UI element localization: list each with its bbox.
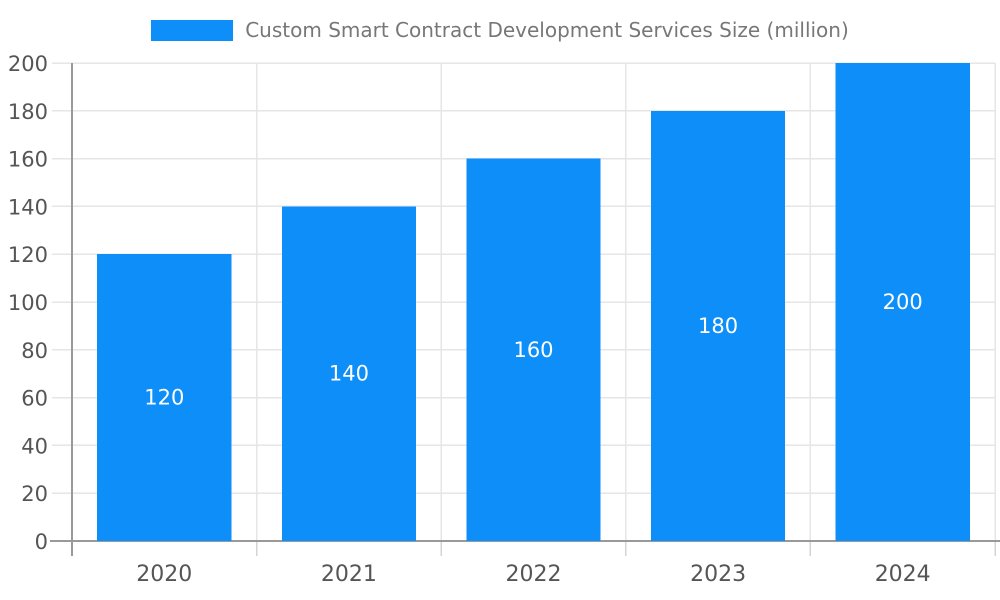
y-tick-label: 180 xyxy=(8,100,48,124)
bar-value-label: 120 xyxy=(144,386,184,410)
bar-2022 xyxy=(466,158,601,541)
bar-2020 xyxy=(97,254,232,541)
y-tick-label: 40 xyxy=(21,434,48,458)
y-tick-label: 80 xyxy=(21,339,48,363)
x-tick-label: 2024 xyxy=(875,562,931,587)
bar-2021 xyxy=(281,206,417,541)
legend-label: Custom Smart Contract Development Servic… xyxy=(245,18,849,42)
bar-2023 xyxy=(650,110,786,542)
bar-2024 xyxy=(835,63,970,541)
x-tick-label: 2022 xyxy=(506,562,562,587)
legend-swatch xyxy=(151,19,234,41)
x-tick-label: 2023 xyxy=(690,562,746,587)
x-tick-label: 2021 xyxy=(321,562,377,587)
y-tick-label: 100 xyxy=(8,291,48,315)
bar-value-label: 140 xyxy=(329,362,369,386)
x-tick-label: 2020 xyxy=(136,562,192,587)
bar-value-label: 180 xyxy=(698,314,738,338)
y-tick-label: 60 xyxy=(21,387,48,411)
bar-value-label: 200 xyxy=(883,290,923,314)
bar-value-label: 160 xyxy=(513,338,553,362)
chart-legend[interactable]: Custom Smart Contract Development Servic… xyxy=(0,19,1000,41)
y-tick-label: 0 xyxy=(35,530,48,554)
y-tick-label: 200 xyxy=(8,52,48,76)
y-tick-label: 20 xyxy=(21,482,48,506)
y-tick-label: 120 xyxy=(8,243,48,267)
y-tick-label: 160 xyxy=(8,148,48,172)
y-tick-label: 140 xyxy=(8,195,48,219)
